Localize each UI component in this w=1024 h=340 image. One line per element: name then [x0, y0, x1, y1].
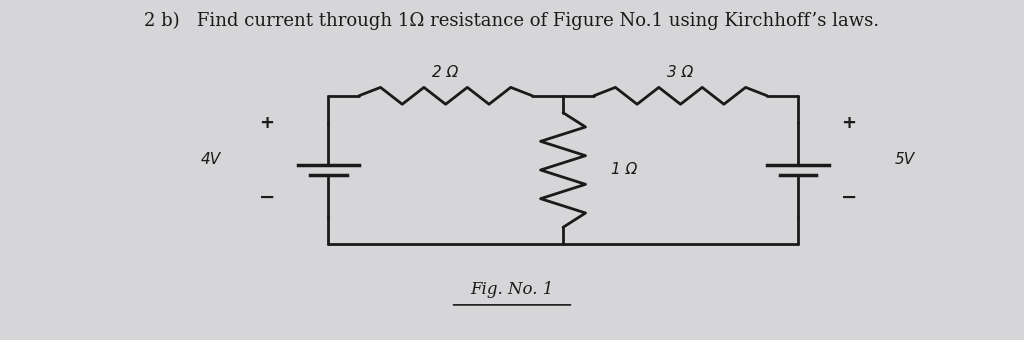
Text: Fig. No. 1: Fig. No. 1 — [470, 281, 554, 298]
Text: 3 Ω: 3 Ω — [668, 65, 693, 80]
Text: +: + — [259, 114, 274, 132]
Text: +: + — [842, 114, 856, 132]
Text: 5V: 5V — [895, 152, 915, 167]
Text: 4V: 4V — [201, 152, 221, 167]
Text: 2 Ω: 2 Ω — [432, 65, 459, 80]
Text: −: − — [259, 187, 275, 206]
Text: 2 b)   Find current through 1Ω resistance of Figure No.1 using Kirchhoff’s laws.: 2 b) Find current through 1Ω resistance … — [144, 12, 880, 30]
Text: 1 Ω: 1 Ω — [611, 163, 638, 177]
Text: −: − — [841, 187, 857, 206]
